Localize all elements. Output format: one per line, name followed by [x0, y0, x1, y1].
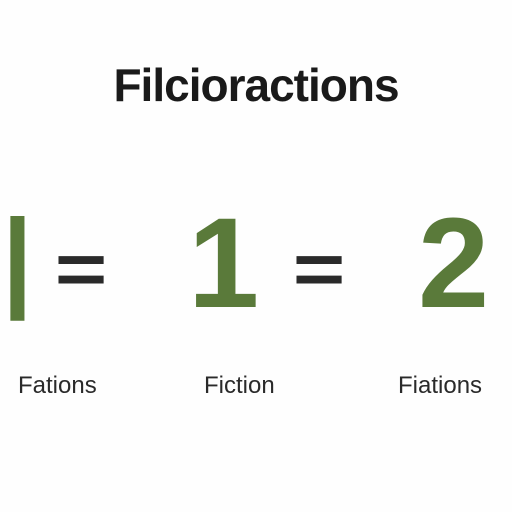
- number-one: 1: [188, 200, 259, 328]
- left-bar-glyph: |: [2, 212, 24, 306]
- label-fiction: Fiction: [204, 372, 275, 400]
- label-fations: Fations: [18, 372, 97, 400]
- equals-sign-2: =: [293, 234, 346, 306]
- number-two: 2: [418, 200, 489, 328]
- equals-sign-1: =: [55, 234, 108, 306]
- page-title: Filcioractions: [113, 58, 398, 112]
- label-fiations: Fiations: [398, 372, 482, 400]
